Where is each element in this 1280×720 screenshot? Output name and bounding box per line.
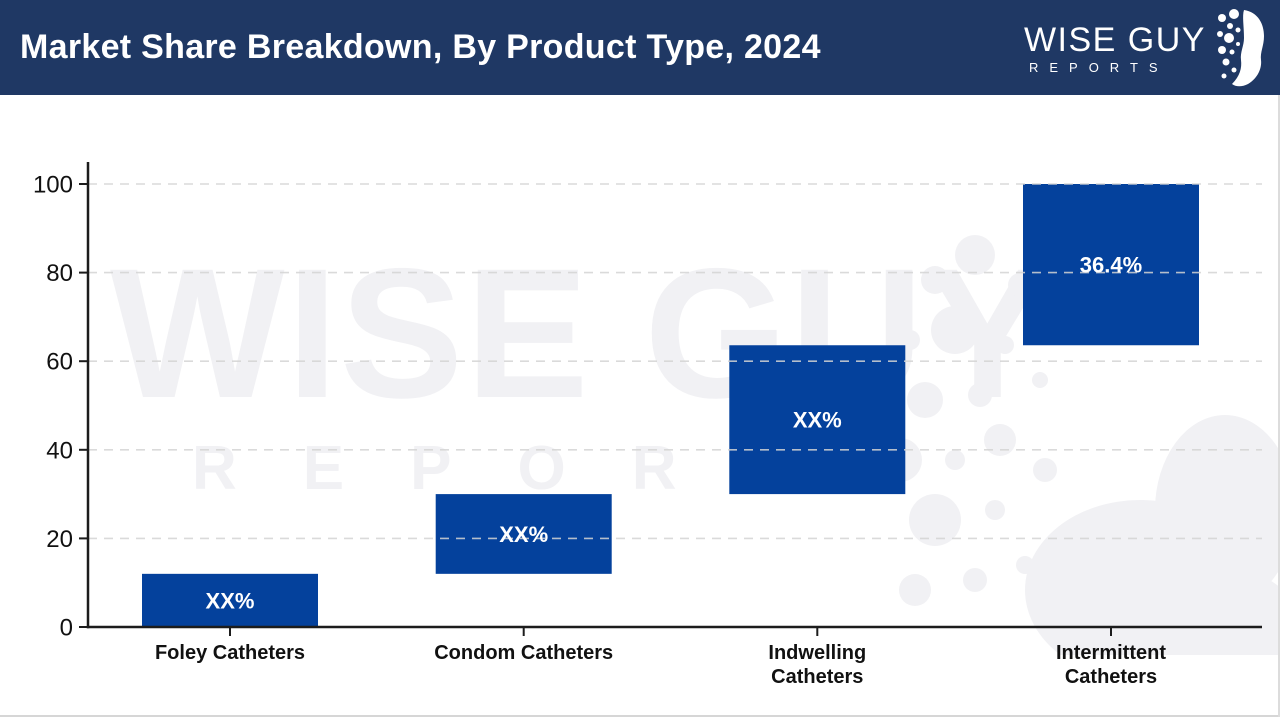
page-title: Market Share Breakdown, By Product Type,… bbox=[20, 28, 821, 66]
bar-segment-0 bbox=[142, 573, 318, 627]
x-tick-label: Indwelling Catheters bbox=[768, 642, 866, 688]
y-tick-label: 20 bbox=[46, 526, 73, 553]
y-tick-label: 80 bbox=[46, 260, 73, 287]
header-band: Market Share Breakdown, By Product Type,… bbox=[0, 0, 1280, 95]
x-tick-label: Foley Catheters bbox=[155, 642, 305, 664]
bar-value-label: XX% bbox=[499, 522, 548, 547]
y-tick-label: 0 bbox=[60, 615, 73, 642]
brand-logo-name: WISE GUY bbox=[1023, 20, 1206, 59]
bar-value-label: 36.4% bbox=[1080, 253, 1142, 278]
bar-segment-1 bbox=[435, 494, 612, 574]
x-tick-label: Intermittent Catheters bbox=[1056, 642, 1166, 688]
y-tick-label: 60 bbox=[46, 349, 73, 376]
y-tick-label: 100 bbox=[33, 172, 73, 199]
brand-logo: WISE GUY REPORTS bbox=[1024, 8, 1266, 88]
brand-logo-tagline: REPORTS bbox=[1028, 59, 1169, 75]
x-tick-label: Condom Catheters bbox=[434, 642, 613, 664]
bar-segment-3 bbox=[1023, 184, 1199, 346]
bar-value-label: XX% bbox=[793, 408, 842, 433]
brand-head-icon bbox=[1217, 9, 1264, 87]
right-divider bbox=[1278, 95, 1280, 717]
bar-value-label: XX% bbox=[206, 588, 255, 613]
y-tick-label: 40 bbox=[46, 437, 73, 464]
bar-segment-2 bbox=[729, 345, 906, 495]
bottom-divider bbox=[0, 715, 1280, 717]
